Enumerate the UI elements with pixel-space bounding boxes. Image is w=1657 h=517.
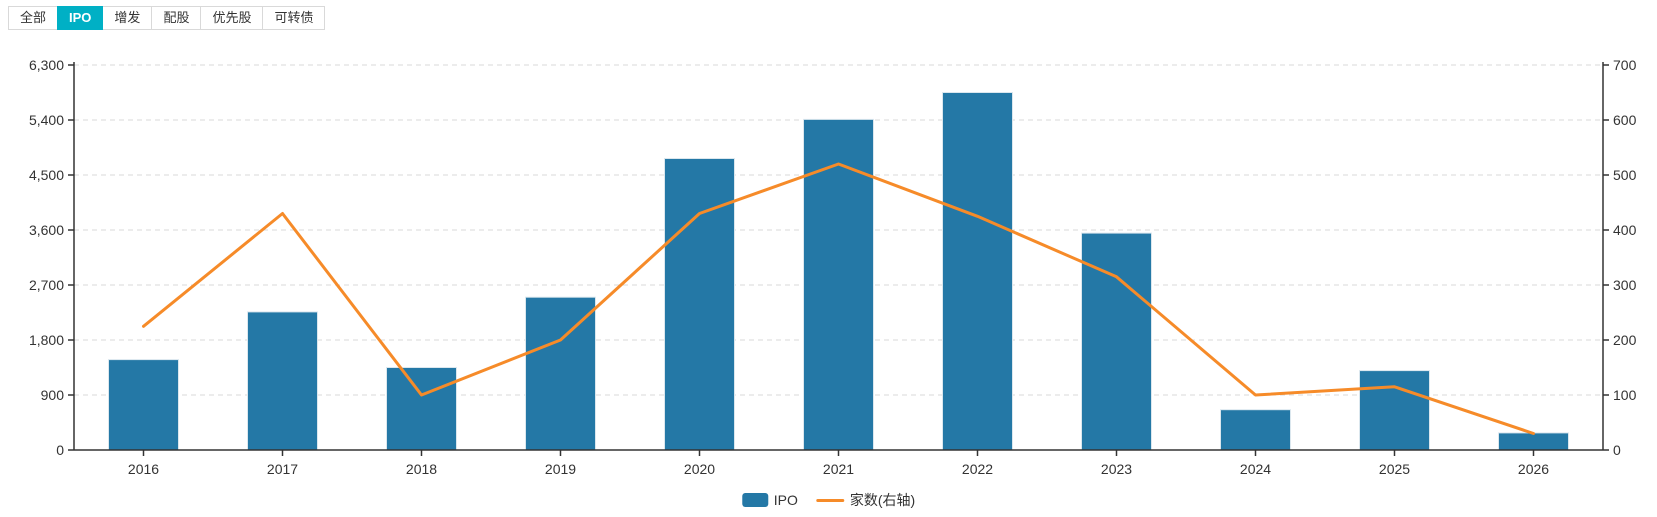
- bar-2018[interactable]: [386, 367, 457, 451]
- tab-bar: 全部 IPO 增发 配股 优先股 可转债: [8, 6, 326, 30]
- right-tick-label: 200: [1613, 332, 1637, 348]
- x-axis-label: 2023: [1101, 461, 1132, 477]
- x-axis-label: 2016: [128, 461, 159, 477]
- left-tick-label: 1,800: [29, 332, 64, 348]
- right-tick-label: 400: [1613, 222, 1637, 238]
- right-tick-label: 700: [1613, 57, 1637, 73]
- bar-2020[interactable]: [664, 158, 735, 451]
- bar-2023[interactable]: [1081, 232, 1152, 451]
- legend-item-count[interactable]: 家数(右轴): [815, 490, 916, 510]
- x-axis-label: 2025: [1379, 461, 1410, 477]
- bar-2026[interactable]: [1498, 432, 1569, 451]
- bar-swatch-icon: [741, 493, 768, 507]
- x-axis-label: 2017: [267, 461, 298, 477]
- tab-preferred-stock[interactable]: 优先股: [200, 6, 264, 30]
- legend-label-count: 家数(右轴): [849, 492, 916, 508]
- legend-item-ipo[interactable]: IPO: [741, 492, 798, 508]
- bar-2024[interactable]: [1220, 409, 1291, 451]
- legend: IPO 家数(右轴): [741, 490, 916, 510]
- left-tick-label: 0: [56, 442, 64, 458]
- left-tick-label: 3,600: [29, 222, 64, 238]
- x-axis-label: 2026: [1518, 461, 1549, 477]
- bar-2019[interactable]: [525, 296, 596, 451]
- bar-2022[interactable]: [942, 92, 1013, 451]
- x-axis-label: 2018: [406, 461, 437, 477]
- x-axis-label: 2021: [823, 461, 854, 477]
- x-axis-label: 2022: [962, 461, 993, 477]
- line-swatch-icon: [815, 498, 844, 502]
- x-axis-label: 2020: [684, 461, 715, 477]
- right-tick-label: 500: [1613, 167, 1637, 183]
- bar-2016[interactable]: [108, 359, 179, 451]
- x-axis-label: 2019: [545, 461, 576, 477]
- tab-all[interactable]: 全部: [8, 6, 59, 30]
- x-axis-label: 2024: [1240, 461, 1271, 477]
- right-tick-label: 100: [1613, 387, 1637, 403]
- line-series[interactable]: [142, 162, 1535, 435]
- tab-convertible-bond[interactable]: 可转债: [262, 6, 326, 30]
- bar-2021[interactable]: [803, 118, 874, 451]
- bar-2017[interactable]: [247, 311, 318, 451]
- tab-rights-issue[interactable]: 配股: [151, 6, 202, 30]
- bar-2025[interactable]: [1359, 370, 1430, 451]
- right-tick-label: 300: [1613, 277, 1637, 293]
- left-tick-label: 2,700: [29, 277, 64, 293]
- left-tick-label: 6,300: [29, 57, 64, 73]
- left-tick-label: 5,400: [29, 112, 64, 128]
- left-tick-label: 900: [41, 387, 65, 403]
- left-tick-label: 4,500: [29, 167, 64, 183]
- right-tick-label: 0: [1613, 442, 1621, 458]
- tab-secondary-offering[interactable]: 增发: [102, 6, 153, 30]
- right-tick-label: 600: [1613, 112, 1637, 128]
- legend-label-ipo: IPO: [773, 492, 798, 508]
- tab-ipo[interactable]: IPO: [57, 6, 104, 30]
